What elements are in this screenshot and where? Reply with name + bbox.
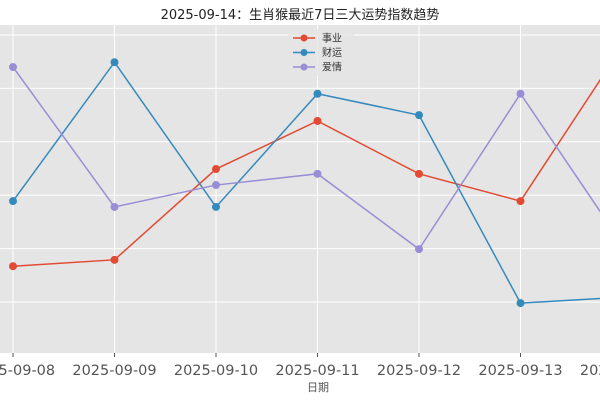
x-tick-label: 2025-09-13 xyxy=(478,363,562,379)
legend-label: 事业 xyxy=(322,32,342,45)
data-point xyxy=(110,58,119,67)
data-point xyxy=(212,202,220,211)
chart-title: 2025-09-14：生肖猴最近7日三大运势指数趋势 xyxy=(160,8,440,23)
x-tick-label: 2025-09-08 xyxy=(0,363,55,379)
data-point xyxy=(9,63,17,72)
data-point xyxy=(110,202,119,211)
legend-swatch-marker xyxy=(300,49,308,56)
legend-swatch-marker xyxy=(300,34,308,42)
x-tick-label: 2025-09-10 xyxy=(174,363,258,379)
x-axis-label: 日期 xyxy=(307,381,329,394)
data-point xyxy=(313,116,322,125)
legend-label: 财运 xyxy=(322,46,342,59)
x-tick-label: 2025-09-14 xyxy=(580,363,600,379)
series-财运 xyxy=(9,58,600,308)
data-point xyxy=(415,245,423,254)
data-point xyxy=(516,197,525,206)
x-tick-label: 2025-09-11 xyxy=(275,363,359,379)
plot-area xyxy=(0,25,600,353)
data-point xyxy=(313,89,322,98)
series-爱情 xyxy=(9,63,600,254)
legend-label: 爱情 xyxy=(322,61,342,74)
series-事业 xyxy=(9,78,600,271)
x-tick-label: 2025-09-09 xyxy=(72,363,156,379)
data-point xyxy=(415,111,423,120)
data-point xyxy=(415,169,423,178)
data-point xyxy=(9,197,17,206)
x-tick-label: 2025-09-12 xyxy=(377,363,461,379)
data-point xyxy=(313,169,322,178)
data-point xyxy=(212,165,220,174)
data-point xyxy=(516,299,525,308)
data-point xyxy=(110,255,119,264)
data-point xyxy=(212,181,220,190)
data-point xyxy=(516,89,525,98)
data-point xyxy=(9,262,17,271)
legend-swatch-marker xyxy=(300,63,308,71)
